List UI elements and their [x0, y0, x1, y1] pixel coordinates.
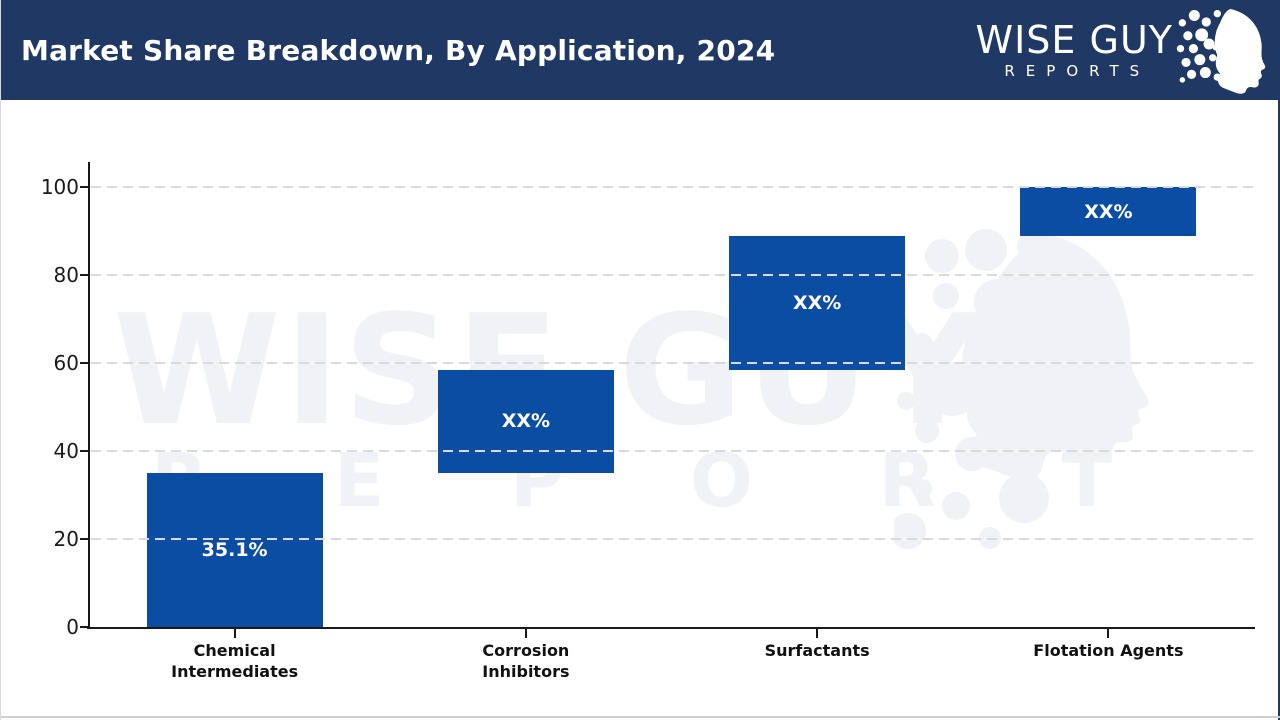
wise-guy-logo: WISE GUY REPORTS [976, 6, 1267, 94]
y-axis-line [88, 162, 90, 629]
x-category-label-line: Flotation Agents [1033, 641, 1184, 660]
x-category-label-line: Surfactants [764, 641, 870, 660]
x-category-label-line: Inhibitors [482, 662, 570, 681]
y-tick-mark [80, 538, 89, 540]
logo-subtitle: REPORTS [1004, 62, 1151, 80]
bar-value-label: XX% [501, 410, 551, 433]
x-category-label-line: Intermediates [171, 662, 299, 681]
y-tick-label: 0 [66, 615, 79, 639]
y-tick-label: 40 [53, 439, 79, 463]
bar: XX% [729, 236, 906, 370]
y-tick-mark [80, 626, 89, 628]
plot-area: 0 20 40 60 80 100 35.1% Chemical Intermediates XX… [1, 100, 1280, 720]
page-title: Market Share Breakdown, By Application, … [21, 33, 776, 67]
x-category-label: Chemical Intermediates [115, 640, 355, 682]
x-tick-mark [233, 629, 236, 638]
y-tick-mark [80, 186, 89, 188]
gridline [91, 186, 1254, 188]
x-category-label: Corrosion Inhibitors [406, 640, 646, 682]
y-tick-mark [80, 362, 89, 364]
x-tick-mark [524, 629, 527, 638]
x-category-label-line: Corrosion [482, 641, 570, 660]
gridline [91, 362, 1254, 364]
bar: 35.1% [146, 472, 323, 627]
x-tick-mark [1107, 629, 1110, 638]
y-tick-mark [80, 274, 89, 276]
y-tick-label: 20 [53, 527, 79, 551]
logo-wordmark: WISE GUY [975, 18, 1173, 62]
right-border [1278, 0, 1280, 720]
gridline [91, 538, 1254, 540]
x-category-label: Surfactants [697, 640, 937, 661]
bar: XX% [437, 369, 614, 473]
header-bar: Market Share Breakdown, By Application, … [1, 0, 1280, 100]
gridline [91, 450, 1254, 452]
x-category-label: Flotation Agents [988, 640, 1228, 661]
gridline [91, 274, 1254, 276]
watermark-head-icon [894, 229, 1149, 549]
x-category-label-line: Chemical [193, 641, 276, 660]
bar-value-label: XX% [1084, 200, 1133, 223]
y-tick-label: 60 [53, 351, 79, 375]
x-axis-line [87, 627, 1255, 629]
wise-guy-head-icon [1176, 9, 1266, 94]
bar: XX% [1020, 187, 1197, 237]
bar-value-label: 35.1% [201, 538, 268, 561]
logo-text: WISE GUY REPORTS [976, 20, 1173, 80]
y-tick-label: 100 [40, 175, 79, 199]
x-tick-mark [816, 629, 819, 638]
bottom-border [1, 716, 1280, 718]
y-tick-mark [80, 450, 89, 452]
y-tick-label: 80 [53, 263, 79, 287]
bar-value-label: XX% [792, 291, 842, 314]
